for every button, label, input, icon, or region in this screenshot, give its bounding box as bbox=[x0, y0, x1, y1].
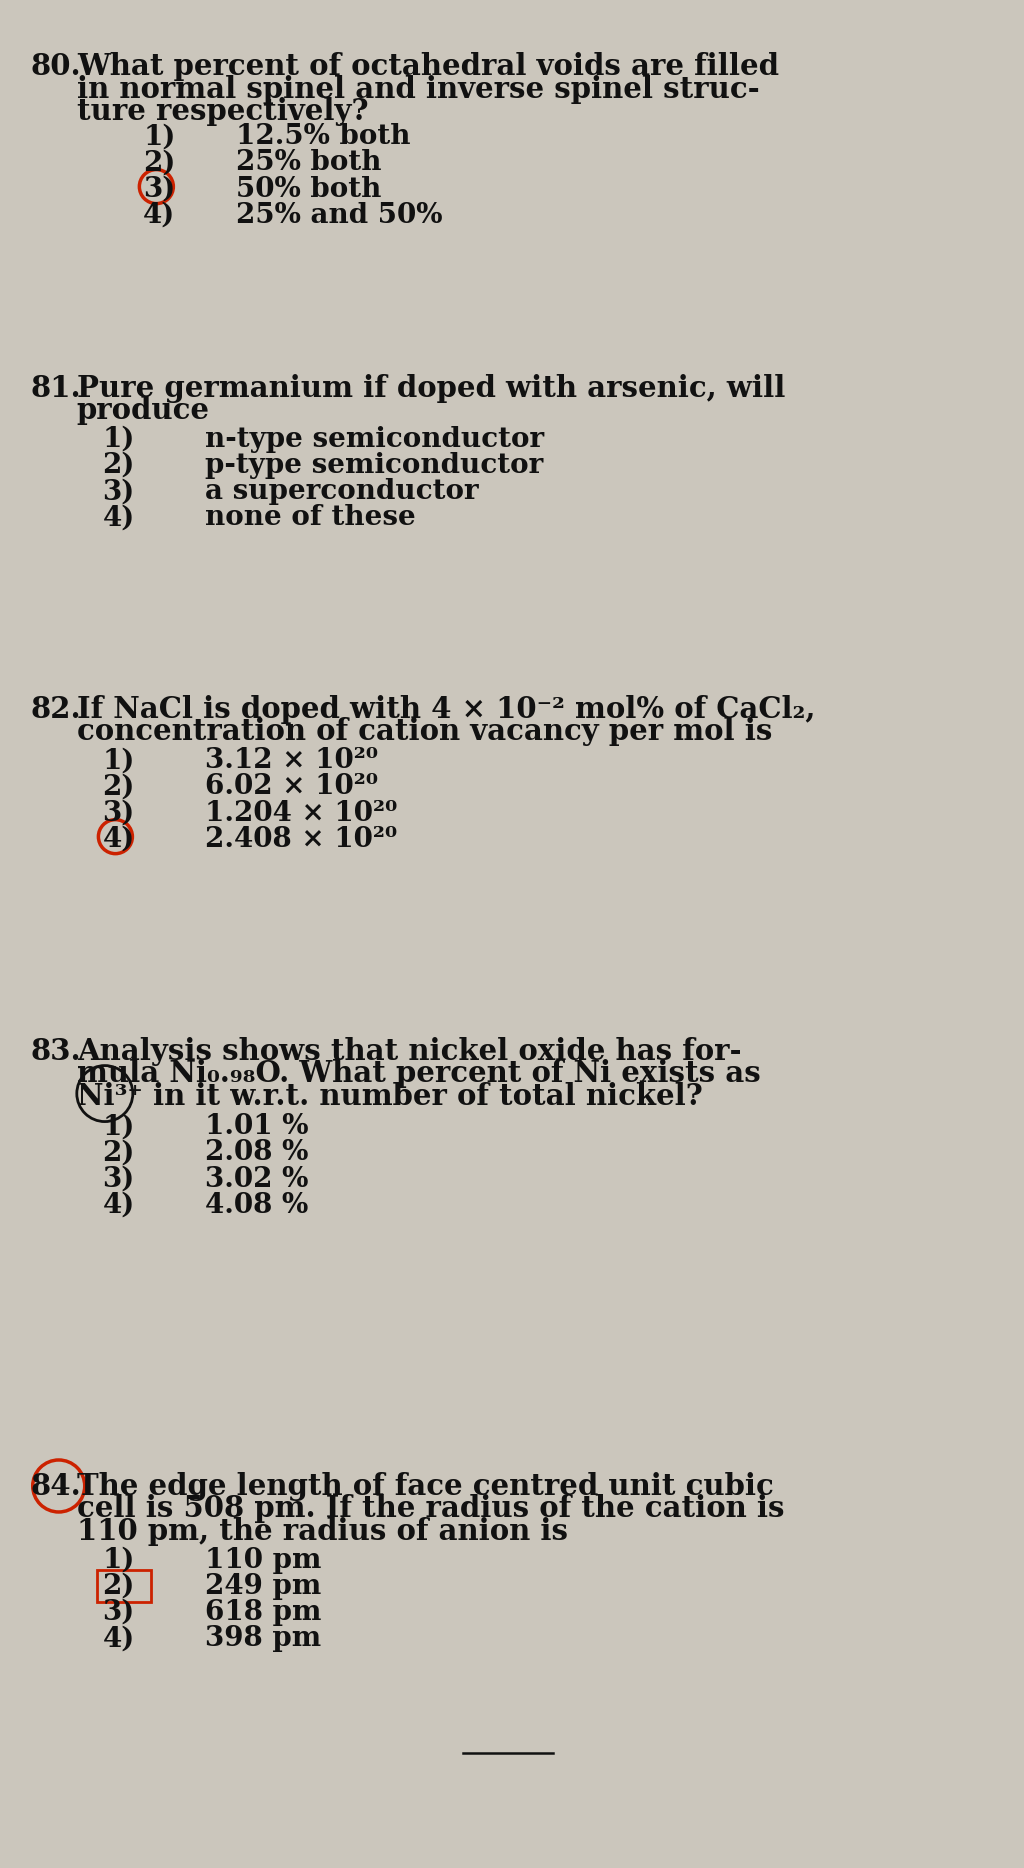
Text: 2): 2) bbox=[102, 1573, 135, 1599]
Text: 1): 1) bbox=[102, 1113, 135, 1139]
Text: in normal spinel and inverse spinel struc-: in normal spinel and inverse spinel stru… bbox=[77, 75, 760, 105]
Text: 249 pm: 249 pm bbox=[205, 1573, 322, 1599]
Text: 3): 3) bbox=[102, 1599, 134, 1625]
Text: produce: produce bbox=[77, 396, 210, 426]
Text: 3): 3) bbox=[102, 800, 134, 826]
Text: 110 pm, the radius of anion is: 110 pm, the radius of anion is bbox=[77, 1517, 567, 1547]
Text: 1): 1) bbox=[102, 747, 135, 773]
Text: ture respectively?: ture respectively? bbox=[77, 97, 369, 127]
Text: 4): 4) bbox=[102, 504, 134, 531]
Text: 2.408 × 10²⁰: 2.408 × 10²⁰ bbox=[205, 826, 397, 852]
Text: 3): 3) bbox=[143, 176, 175, 202]
Text: 25% and 50%: 25% and 50% bbox=[236, 202, 442, 228]
Text: Ni³⁺ in it w.r.t. number of total nickel?: Ni³⁺ in it w.r.t. number of total nickel… bbox=[77, 1082, 702, 1111]
Text: 6.02 × 10²⁰: 6.02 × 10²⁰ bbox=[205, 773, 378, 800]
Text: a superconductor: a superconductor bbox=[205, 478, 478, 504]
Text: concentration of cation vacancy per mol is: concentration of cation vacancy per mol … bbox=[77, 717, 772, 747]
Text: 4.08 %: 4.08 % bbox=[205, 1192, 308, 1218]
Text: p-type semiconductor: p-type semiconductor bbox=[205, 452, 543, 478]
Text: 4): 4) bbox=[102, 1625, 134, 1651]
Text: cell is 508 pm. If the radius of the cation is: cell is 508 pm. If the radius of the cat… bbox=[77, 1494, 784, 1524]
Text: 1): 1) bbox=[102, 426, 135, 452]
Text: mula Ni₀.₉₈O. What percent of Ni exists as: mula Ni₀.₉₈O. What percent of Ni exists … bbox=[77, 1059, 761, 1089]
Text: 84.: 84. bbox=[31, 1472, 82, 1502]
Text: n-type semiconductor: n-type semiconductor bbox=[205, 426, 544, 452]
Text: 4): 4) bbox=[143, 202, 175, 228]
Text: 4): 4) bbox=[102, 826, 134, 852]
Text: 2): 2) bbox=[102, 773, 135, 800]
Text: 1.01 %: 1.01 % bbox=[205, 1113, 308, 1139]
Text: Analysis shows that nickel oxide has for-: Analysis shows that nickel oxide has for… bbox=[77, 1037, 741, 1067]
Text: The edge length of face centred unit cubic: The edge length of face centred unit cub… bbox=[77, 1472, 773, 1502]
Text: 3): 3) bbox=[102, 1166, 134, 1192]
Text: none of these: none of these bbox=[205, 504, 416, 531]
Text: 110 pm: 110 pm bbox=[205, 1547, 322, 1573]
Text: What percent of octahedral voids are filled: What percent of octahedral voids are fil… bbox=[77, 52, 779, 82]
Text: 4): 4) bbox=[102, 1192, 134, 1218]
Text: 1): 1) bbox=[143, 123, 176, 149]
Text: 25% both: 25% both bbox=[236, 149, 381, 176]
Text: 50% both: 50% both bbox=[236, 176, 381, 202]
Text: 618 pm: 618 pm bbox=[205, 1599, 322, 1625]
Text: Pure germanium if doped with arsenic, will: Pure germanium if doped with arsenic, wi… bbox=[77, 374, 785, 403]
Text: 398 pm: 398 pm bbox=[205, 1625, 321, 1651]
Text: 82.: 82. bbox=[31, 695, 81, 725]
Text: 81.: 81. bbox=[31, 374, 81, 403]
Text: 1): 1) bbox=[102, 1547, 135, 1573]
Text: 3.12 × 10²⁰: 3.12 × 10²⁰ bbox=[205, 747, 378, 773]
Text: 12.5% both: 12.5% both bbox=[236, 123, 410, 149]
Text: 2): 2) bbox=[102, 452, 135, 478]
Text: 2.08 %: 2.08 % bbox=[205, 1139, 308, 1166]
Text: 1.204 × 10²⁰: 1.204 × 10²⁰ bbox=[205, 800, 397, 826]
Text: 2): 2) bbox=[143, 149, 176, 176]
Text: If NaCl is doped with 4 × 10⁻² mol% of CaCl₂,: If NaCl is doped with 4 × 10⁻² mol% of C… bbox=[77, 695, 815, 725]
Text: 83.: 83. bbox=[31, 1037, 81, 1067]
Text: 2): 2) bbox=[102, 1139, 135, 1166]
Text: 3): 3) bbox=[102, 478, 134, 504]
Text: 80.: 80. bbox=[31, 52, 81, 82]
Text: 3.02 %: 3.02 % bbox=[205, 1166, 308, 1192]
